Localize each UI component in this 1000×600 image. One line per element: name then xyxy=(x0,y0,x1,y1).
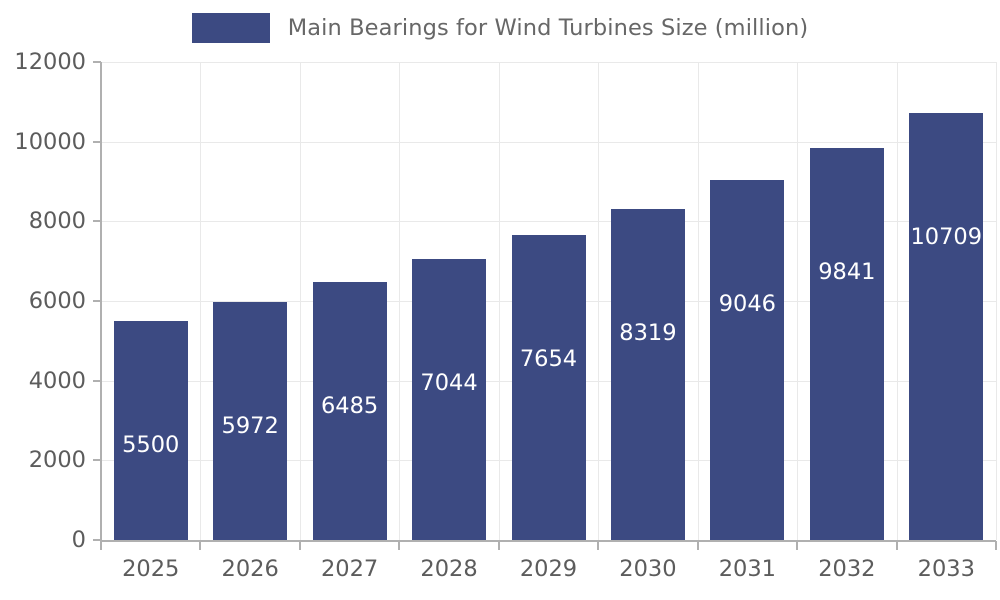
gridline-vertical xyxy=(299,62,301,540)
x-axis-tick-label: 2028 xyxy=(420,556,478,582)
y-axis-tick-label: 12000 xyxy=(14,49,86,75)
bar[interactable] xyxy=(710,179,785,540)
gridline-vertical xyxy=(498,62,500,540)
y-axis-tick-label: 10000 xyxy=(14,128,86,155)
bar[interactable] xyxy=(610,208,685,540)
y-axis-tick-mark xyxy=(93,459,101,462)
y-axis-tick-label: 2000 xyxy=(28,447,86,474)
bar[interactable] xyxy=(113,320,188,540)
gridline-vertical xyxy=(200,62,202,540)
x-axis-tick-mark xyxy=(895,541,898,550)
y-axis-tick-mark xyxy=(93,539,101,541)
chart-legend: Main Bearings for Wind Turbines Size (mi… xyxy=(0,8,1000,48)
bar-value-label: 9841 xyxy=(818,259,876,285)
gridline-vertical xyxy=(896,62,898,540)
bar-value-label: 5972 xyxy=(221,413,279,440)
y-axis-tick-label: 8000 xyxy=(28,208,86,235)
x-axis-tick-mark xyxy=(100,541,102,550)
x-axis-tick-label: 2025 xyxy=(122,556,180,582)
x-axis-tick-label: 2033 xyxy=(917,556,975,582)
x-axis-spine xyxy=(101,540,996,542)
x-axis-tick-mark xyxy=(995,541,997,550)
y-axis-spine xyxy=(100,62,102,541)
x-axis-tick-mark xyxy=(398,541,401,550)
bar-value-label: 5500 xyxy=(122,431,180,458)
x-axis-tick-mark xyxy=(696,541,699,550)
bar-value-label: 7654 xyxy=(519,346,578,373)
y-axis-tick-mark xyxy=(93,140,101,143)
bar[interactable] xyxy=(909,113,984,540)
legend-swatch-icon xyxy=(191,13,270,43)
x-axis-tick-mark xyxy=(497,541,500,550)
x-axis-tick-label: 2029 xyxy=(519,556,578,582)
gridline-vertical xyxy=(797,62,799,540)
bar[interactable] xyxy=(312,281,387,540)
x-axis-tick-mark xyxy=(597,541,600,550)
x-axis-tick-label: 2032 xyxy=(818,556,876,582)
legend-entry-label: Main Bearings for Wind Turbines Size (mi… xyxy=(287,15,809,41)
gridline-vertical xyxy=(996,62,997,540)
gridline-vertical xyxy=(598,62,600,540)
x-axis-tick-mark xyxy=(199,541,202,550)
y-axis-tick-mark xyxy=(93,61,101,63)
bar[interactable] xyxy=(809,148,884,540)
bar[interactable] xyxy=(213,302,288,540)
legend-entry[interactable]: Main Bearings for Wind Turbines Size (mi… xyxy=(191,13,809,43)
bar-value-label: 6485 xyxy=(320,392,379,419)
y-axis-tick-label: 4000 xyxy=(28,367,86,394)
y-axis-tick-mark xyxy=(93,379,101,382)
x-axis-tick-label: 2026 xyxy=(221,556,279,582)
gridline-horizontal xyxy=(101,221,996,223)
bar-value-label: 8319 xyxy=(619,319,677,346)
x-axis-tick-mark xyxy=(298,541,301,550)
gridline-horizontal xyxy=(101,62,996,63)
y-axis-tick-mark xyxy=(93,220,101,223)
x-axis-tick-mark xyxy=(796,541,799,550)
x-axis-tick-label: 2027 xyxy=(320,556,379,582)
y-axis-tick-mark xyxy=(93,300,101,302)
gridline-horizontal xyxy=(101,141,996,143)
gridline-vertical xyxy=(399,62,401,540)
x-axis-tick-label: 2031 xyxy=(718,556,776,582)
y-axis-tick-label: 6000 xyxy=(28,288,86,314)
plot-area: 5500 5972 6485 7044 7654 8319 9046 9841 10709 xyxy=(101,62,997,541)
x-axis-tick-label: 2030 xyxy=(619,556,677,582)
y-axis-tick-label: 0 xyxy=(71,527,86,553)
bar-value-label: 10709 xyxy=(910,224,983,251)
bar-value-label: 9046 xyxy=(718,290,776,317)
bar[interactable] xyxy=(412,259,487,540)
bar[interactable] xyxy=(511,235,586,540)
bar-value-label: 7044 xyxy=(420,370,478,397)
gridline-vertical xyxy=(697,62,699,540)
